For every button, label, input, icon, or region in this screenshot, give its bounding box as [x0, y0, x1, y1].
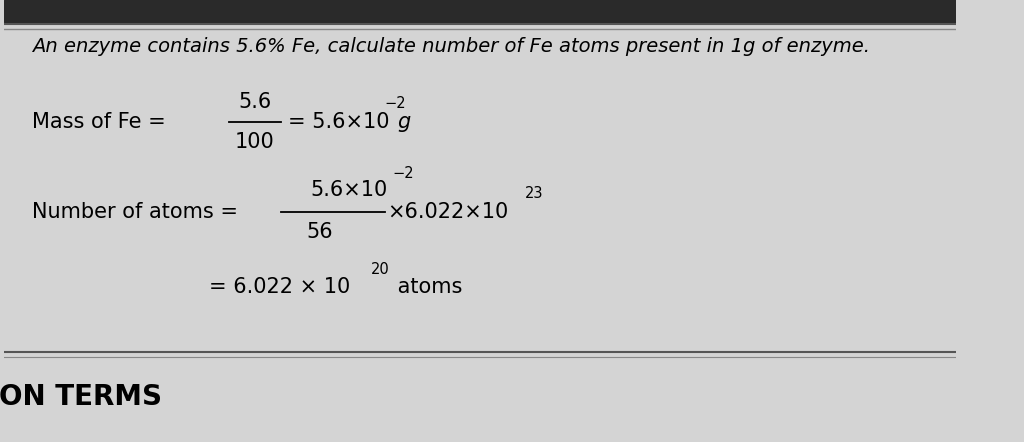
- Text: ×6.022×10: ×6.022×10: [387, 202, 508, 222]
- Text: = 6.022 × 10: = 6.022 × 10: [209, 277, 350, 297]
- Text: 20: 20: [372, 262, 390, 277]
- Text: 100: 100: [236, 132, 274, 152]
- Text: 5.6×10: 5.6×10: [311, 180, 388, 200]
- Text: g: g: [397, 112, 411, 132]
- Text: 5.6: 5.6: [239, 92, 271, 112]
- Text: 23: 23: [524, 187, 544, 202]
- Text: −2: −2: [392, 167, 415, 182]
- Text: Number of atoms =: Number of atoms =: [32, 202, 245, 222]
- Text: ON TERMS: ON TERMS: [0, 383, 162, 411]
- Text: An enzyme contains 5.6% Fe, calculate number of Fe atoms present in 1g of enzyme: An enzyme contains 5.6% Fe, calculate nu…: [32, 38, 869, 57]
- Text: atoms: atoms: [391, 277, 462, 297]
- Text: −2: −2: [384, 96, 406, 111]
- Text: Mass of Fe =: Mass of Fe =: [32, 112, 172, 132]
- Bar: [4, 0, 956, 22]
- Text: 56: 56: [307, 222, 334, 242]
- Text: = 5.6×10: = 5.6×10: [288, 112, 389, 132]
